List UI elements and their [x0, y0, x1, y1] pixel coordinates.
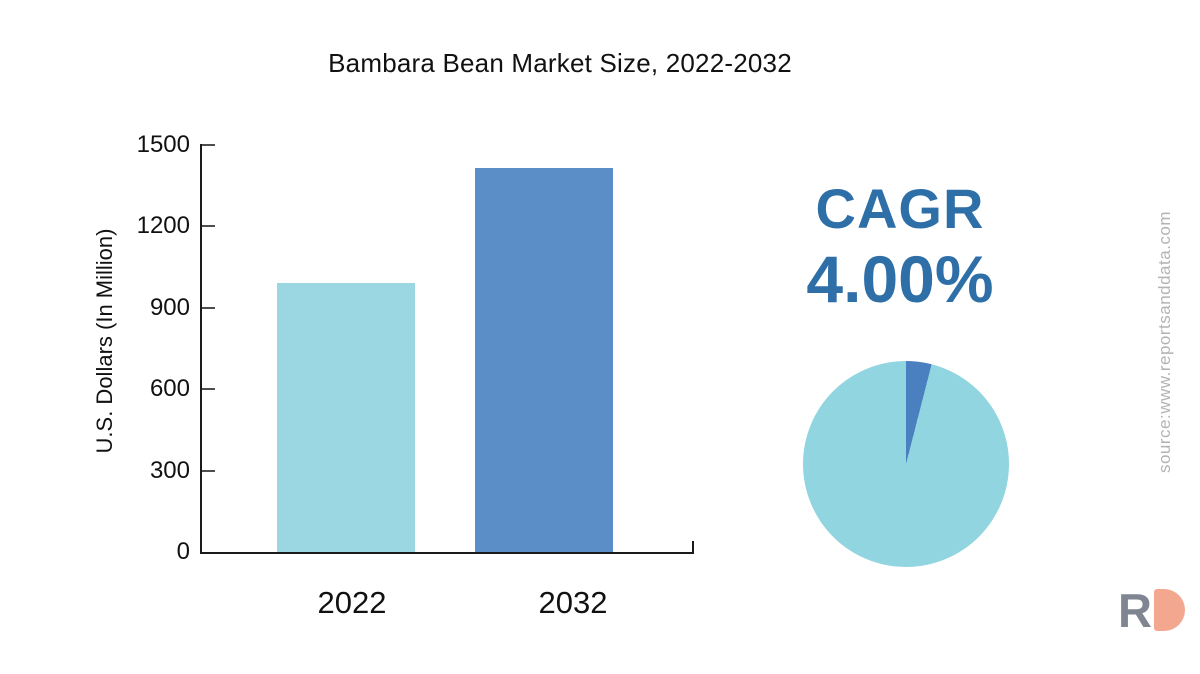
cagr-pie-chart	[803, 361, 1009, 567]
x-tick-label-2032: 2032	[538, 585, 608, 620]
bar-2032	[475, 168, 613, 552]
y-tick-label: 1500	[136, 131, 190, 158]
cagr-value: 4.00%	[806, 242, 994, 316]
y-tick-mark	[202, 225, 215, 228]
y-axis-title: U.S. Dollars (In Million)	[92, 228, 117, 454]
x-axis-end-tick	[692, 541, 694, 552]
cagr-block: CAGR 4.00%	[775, 178, 1025, 318]
reports-and-data-logo: R	[1118, 584, 1190, 637]
x-axis-line	[200, 552, 694, 554]
y-tick-label: 300	[149, 456, 190, 484]
y-axis-line	[200, 144, 202, 554]
y-tick-mark	[202, 144, 215, 146]
y-tick-label: 1200	[136, 212, 190, 240]
x-tick-label-2022: 2022	[317, 585, 387, 620]
bar-2022	[277, 283, 415, 552]
source-watermark: source:www.reportsanddata.com	[1155, 210, 1174, 474]
cagr-label: CAGR	[815, 177, 985, 240]
y-tick-label: 600	[149, 375, 190, 403]
logo-letter-d-icon	[1154, 589, 1185, 631]
y-tick-mark	[202, 469, 215, 472]
y-tick-mark	[202, 388, 215, 391]
chart-title: Bambara Bean Market Size, 2022-2032	[328, 48, 792, 78]
logo-letter-r: R	[1118, 584, 1152, 637]
y-tick-mark	[202, 306, 215, 309]
y-tick-label: 0	[176, 538, 190, 565]
y-tick-label: 900	[149, 293, 190, 321]
